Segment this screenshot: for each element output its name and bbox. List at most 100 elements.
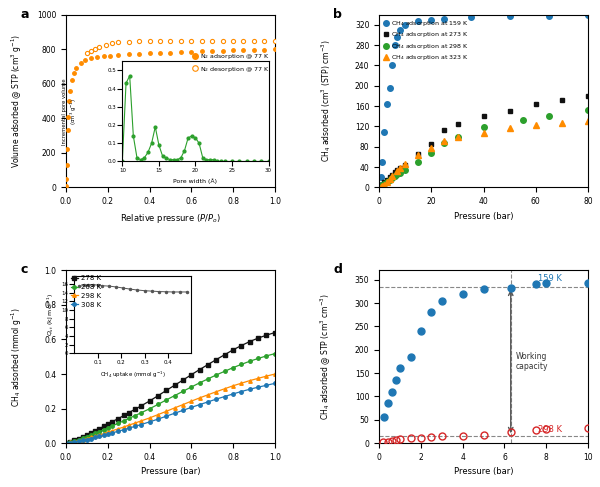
CH$_4$ adsorption at 323 K: [383, 179, 391, 185]
Legend: CH$_4$ adsorption at 159 K, CH$_4$ adsorption at 273 K, CH$_4$ adsorption at 298: CH$_4$ adsorption at 159 K, CH$_4$ adsor…: [382, 18, 470, 64]
298 K: [104, 430, 112, 435]
CH$_4$ adsorption at 273 K: [389, 172, 396, 178]
CH$_4$ adsorption at 298 K: [378, 183, 385, 188]
Y-axis label: CH$_4$ adsorbed (cm$^3$ (STP) cm$^{-3}$): CH$_4$ adsorbed (cm$^3$ (STP) cm$^{-3}$): [319, 39, 333, 162]
CH$_4$ adsorption at 323 K: [454, 133, 461, 139]
308 K: [263, 382, 270, 388]
278 K: [179, 377, 187, 383]
278 K: [104, 421, 112, 427]
CH$_4$ adsorption at 298 K: [377, 184, 384, 189]
CH$_4$ adsorption at 273 K: [377, 183, 384, 189]
298 K: [100, 431, 107, 436]
298 K: [188, 398, 195, 404]
268 K: [154, 402, 161, 408]
CH$_4$ adsorption at 273 K: [376, 184, 383, 189]
278 K: [263, 332, 270, 338]
CH$_4$ adsorption at 273 K: [506, 108, 514, 114]
268 K: [121, 418, 128, 424]
Text: Working
capacity: Working capacity: [516, 352, 548, 371]
268 K: [221, 368, 228, 374]
268 K: [254, 356, 262, 361]
308 K: [125, 425, 132, 431]
268 K: [188, 384, 195, 390]
CH$_4$ adsorption at 159 K: [402, 22, 409, 28]
298 K: [229, 383, 236, 389]
CH$_4$ adsorption at 273 K: [397, 165, 404, 171]
278 K: [154, 393, 161, 399]
CH$_4$ adsorption at 323 K: [558, 120, 565, 126]
268 K: [62, 440, 70, 446]
278 K: [125, 410, 132, 416]
278 K: [171, 382, 178, 388]
CH$_4$ adsorption at 273 K: [454, 121, 461, 127]
Legend: 278 K, 268 K, 298 K, 308 K: 278 K, 268 K, 298 K, 308 K: [70, 274, 102, 309]
278 K: [188, 372, 195, 377]
CH$_4$ adsorption at 298 K: [428, 150, 435, 156]
308 K: [79, 437, 86, 443]
278 K: [163, 388, 170, 393]
Text: a: a: [20, 8, 29, 21]
298 K: [213, 389, 220, 394]
278 K: [271, 330, 278, 336]
308 K: [67, 440, 74, 446]
Line: 298 K: 298 K: [64, 372, 277, 445]
CH$_4$ adsorption at 323 K: [441, 138, 448, 144]
CH$_4$ adsorption at 273 K: [394, 167, 401, 173]
308 K: [171, 411, 178, 416]
278 K: [121, 412, 128, 418]
CH$_4$ adsorption at 323 K: [386, 176, 393, 182]
CH$_4$ adsorption at 273 K: [441, 127, 448, 133]
268 K: [163, 397, 170, 403]
298 K: [121, 424, 128, 430]
298 K: [171, 405, 178, 411]
268 K: [229, 365, 236, 371]
CH$_4$ adsorption at 159 K: [376, 184, 383, 189]
CH$_4$ adsorption at 298 K: [383, 179, 391, 185]
CH$_4$ adsorption at 298 K: [441, 140, 448, 146]
268 K: [196, 380, 203, 386]
298 K: [137, 418, 145, 424]
268 K: [75, 437, 82, 443]
CH$_4$ adsorption at 159 K: [584, 12, 592, 18]
308 K: [104, 431, 112, 437]
308 K: [75, 438, 82, 444]
CH$_4$ adsorption at 298 K: [402, 167, 409, 173]
CH$_4$ adsorption at 298 K: [389, 175, 396, 181]
CH$_4$ adsorption at 159 K: [467, 14, 474, 20]
298 K: [96, 432, 103, 438]
298 K: [179, 402, 187, 408]
268 K: [92, 431, 99, 436]
CH$_4$ adsorption at 323 K: [402, 161, 409, 167]
268 K: [71, 438, 78, 444]
278 K: [96, 426, 103, 431]
Y-axis label: CH$_4$ adsorbed (mmol g$^{-1}$): CH$_4$ adsorbed (mmol g$^{-1}$): [10, 307, 24, 407]
268 K: [238, 361, 245, 367]
CH$_4$ adsorption at 273 K: [381, 179, 388, 185]
268 K: [263, 353, 270, 359]
308 K: [92, 434, 99, 440]
CH$_4$ adsorption at 323 K: [532, 123, 539, 129]
278 K: [205, 362, 212, 368]
X-axis label: Pressure (bar): Pressure (bar): [454, 212, 514, 221]
CH$_4$ adsorption at 323 K: [428, 145, 435, 150]
308 K: [137, 422, 145, 428]
CH$_4$ adsorption at 273 K: [558, 97, 565, 103]
CH$_4$ adsorption at 298 K: [584, 107, 592, 113]
308 K: [100, 432, 107, 438]
CH$_4$ adsorption at 273 K: [383, 177, 391, 183]
Y-axis label: CH$_4$ adsorbed @ STP (cm$^3$ cm$^{-3}$): CH$_4$ adsorbed @ STP (cm$^3$ cm$^{-3}$): [319, 293, 333, 420]
308 K: [62, 440, 70, 446]
CH$_4$ adsorption at 159 K: [506, 13, 514, 19]
Y-axis label: Volume adsorbed @ STP (cm$^3$ g$^{-1}$): Volume adsorbed @ STP (cm$^3$ g$^{-1}$): [10, 34, 24, 168]
308 K: [131, 424, 139, 430]
X-axis label: Relative pressure ($P$/$P_o$): Relative pressure ($P$/$P_o$): [120, 212, 221, 225]
CH$_4$ adsorption at 298 K: [394, 171, 401, 177]
CH$_4$ adsorption at 273 K: [532, 101, 539, 107]
268 K: [100, 427, 107, 433]
CH$_4$ adsorption at 298 K: [376, 184, 383, 190]
278 K: [221, 352, 228, 357]
308 K: [88, 435, 95, 441]
298 K: [115, 426, 122, 432]
CH$_4$ adsorption at 323 K: [381, 182, 388, 188]
308 K: [229, 391, 236, 397]
